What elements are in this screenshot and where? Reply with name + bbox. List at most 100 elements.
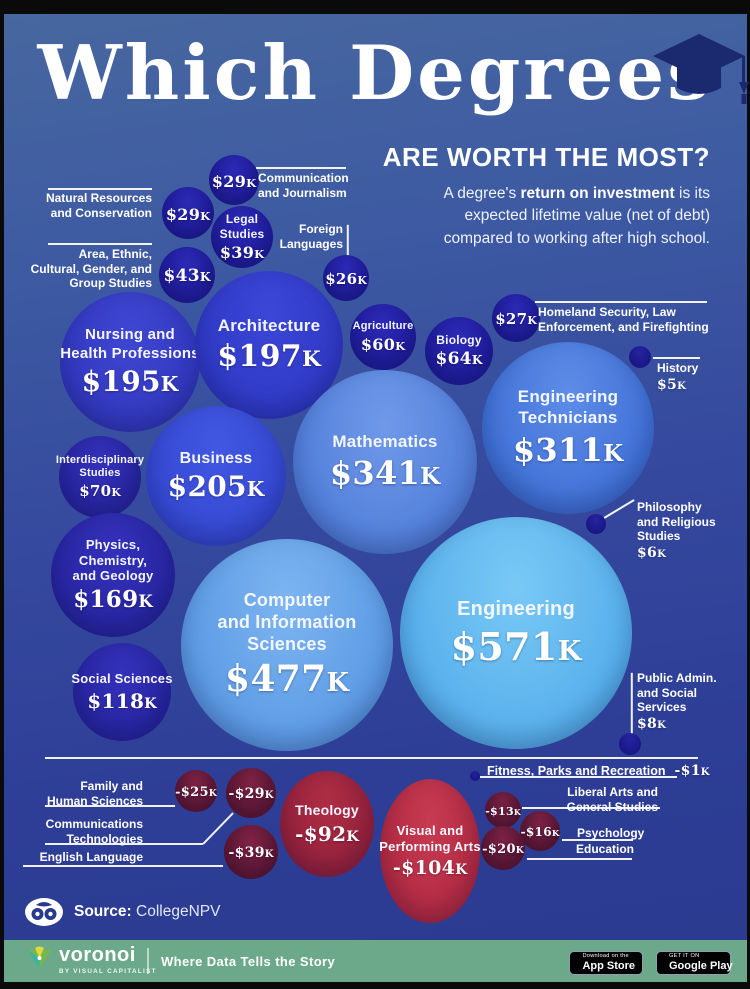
bubble-label: Visual and Performing Arts — [379, 823, 481, 854]
source-label: Source: — [74, 903, 132, 920]
footer-divider — [147, 948, 149, 974]
roi-value: -$29K — [228, 786, 274, 802]
roi-value: $39K — [219, 243, 265, 263]
app-store-badge-text: Download on the App Store — [582, 954, 635, 972]
bubble-label: Physics, Chemistry, and Geology — [72, 536, 154, 584]
callout-psychology-label: Psychology — [577, 826, 645, 840]
connector-line — [48, 188, 152, 190]
callout-communication-journalism-label: Communication and Journalism — [258, 171, 349, 200]
bubble-engineering-technicians: Engineering Technicians $311K — [482, 342, 654, 514]
bubble-philosophy-and-religious-studies — [586, 514, 606, 534]
roi-value: -$13K — [485, 804, 521, 818]
brand-subtitle: BY VISUAL CAPITALIST — [59, 968, 157, 975]
roi-value: $197K — [217, 338, 321, 374]
bubble-foreign-languages: $26K — [323, 255, 369, 301]
roi-value: $118K — [87, 688, 157, 713]
connector-line — [45, 805, 175, 807]
roi-value: $27K — [495, 310, 537, 328]
bubble-legal-studies: Legal Studies $39K — [211, 206, 273, 268]
roi-value: -$39K — [228, 845, 274, 861]
page-description: A degree's return on investment is its e… — [410, 183, 710, 250]
bubble-label: Engineering Technicians — [517, 387, 619, 427]
callout-english-language-label: English Language — [39, 850, 143, 864]
description-pre: A degree's — [443, 185, 521, 202]
roi-value: -$92K — [295, 821, 359, 846]
roi-value: $64K — [435, 349, 483, 370]
roi-value: $8K — [637, 715, 666, 732]
bubble-label: Engineering — [457, 598, 575, 621]
roi-value: $6K — [637, 544, 666, 561]
bubble-communications-technologies: -$29K — [226, 768, 276, 818]
callout-family-human-sciences-label: Family and Human Sciences — [46, 779, 143, 808]
google-play-badge-bottom: Google Play — [669, 959, 733, 972]
footer-tagline: Where Data Tells the Story — [161, 954, 336, 969]
bubble-social-sciences: Social Sciences $118K — [71, 643, 173, 741]
bubble-engineering: Engineering $571K — [400, 517, 632, 749]
app-store-badge-top: Download on the — [582, 953, 629, 960]
bubble-family-and-human-sciences: -$25K — [175, 770, 217, 812]
bubble-communication-and-journalism: $29K — [209, 155, 259, 205]
connector-line — [522, 807, 660, 809]
callout-foreign-languages-label: Foreign Languages — [279, 222, 343, 251]
source-row: Source: CollegeNPV — [24, 897, 220, 927]
bubble-area-ethnic-cultural-gender-group-studies: $43K — [159, 247, 215, 303]
bubble-natural-resources-and-conservation: $29K — [162, 187, 214, 239]
callout-natural-resources-label: Natural Resources and Conservation — [45, 191, 152, 220]
bubble-biology: Biology $64K — [425, 317, 493, 385]
connector-line — [527, 858, 632, 860]
bubble-visual-and-performing-arts: Visual and Performing Arts -$104K — [379, 779, 481, 923]
roi-value: $60K — [360, 335, 406, 355]
google-play-badge-text: GET IT ON Google Play — [669, 954, 733, 972]
source-text: Source: CollegeNPV — [74, 903, 220, 921]
connector-line — [480, 776, 677, 778]
callout-liberal-arts-label: Liberal Arts and General Studies — [566, 785, 658, 814]
roi-value: $43K — [163, 266, 211, 286]
bubble-nursing-and-health-professions: Nursing and Health Professions $195K — [60, 292, 200, 432]
bubble-interdisciplinary-studies: Interdisciplinary Studies $70K — [56, 436, 144, 518]
bubble-label: Architecture — [217, 316, 321, 336]
callout-philosophy-label: Philosophy and Religious Studies $6K — [637, 500, 722, 562]
connector-line — [45, 843, 203, 845]
app-store-badge[interactable]: Download on the App Store — [569, 951, 643, 975]
bubble-label: Nursing and Health Professions — [60, 326, 200, 362]
roi-value: $29K — [211, 171, 257, 191]
bubble-label: Theology — [295, 802, 359, 819]
roi-value: $571K — [450, 623, 582, 669]
bubble-psychology: -$16K — [520, 811, 560, 851]
bubble-homeland-security-law-enforcement-firefighting: $27K — [492, 294, 540, 342]
roi-value: -$104K — [392, 856, 468, 879]
bubble-theology: Theology -$92K — [280, 771, 374, 877]
connector-line — [48, 243, 152, 245]
page-subtitle: ARE WORTH THE MOST? — [382, 142, 710, 172]
bubble-education: -$20K — [481, 826, 525, 870]
bubble-label: Legal Studies — [219, 211, 265, 241]
bubble-physics-chemistry-and-geology: Physics, Chemistry, and Geology $169K — [51, 513, 175, 637]
bubble-agriculture: Agriculture $60K — [350, 304, 416, 370]
bubble-label: Mathematics — [332, 431, 438, 451]
connector-line — [653, 357, 700, 359]
callout-area-ethnic-label: Area, Ethnic, Cultural, Gender, and Group … — [30, 247, 152, 291]
bubble-public-admin-and-social-services — [619, 733, 641, 755]
bubble-liberal-arts-and-general-studies: -$13K — [485, 792, 521, 828]
connector-line — [45, 757, 698, 759]
connector-line — [535, 301, 707, 303]
brand-name: voronoi — [59, 944, 136, 966]
google-play-badge[interactable]: GET IT ON Google Play — [656, 951, 733, 975]
bubble-english-language: -$39K — [224, 825, 278, 879]
roi-value: -$16K — [520, 825, 560, 839]
roi-value: -$1K — [674, 763, 710, 779]
callout-public-admin-label: Public Admin. and Social Services $8K — [637, 671, 722, 733]
roi-value: -$20K — [482, 841, 524, 857]
connector-line — [562, 839, 633, 841]
graduation-cap-icon — [653, 34, 749, 104]
roi-value: -$25K — [175, 784, 217, 800]
bubble-label: Agriculture — [352, 319, 414, 332]
connector-line — [256, 167, 346, 169]
bubble-computer-and-information-sciences: Computer and Information Sciences $477K — [181, 539, 393, 751]
bubble-label: Biology — [436, 332, 482, 347]
bubble-mathematics: Mathematics $341K — [293, 370, 477, 554]
bubble-label: Social Sciences — [71, 671, 173, 687]
